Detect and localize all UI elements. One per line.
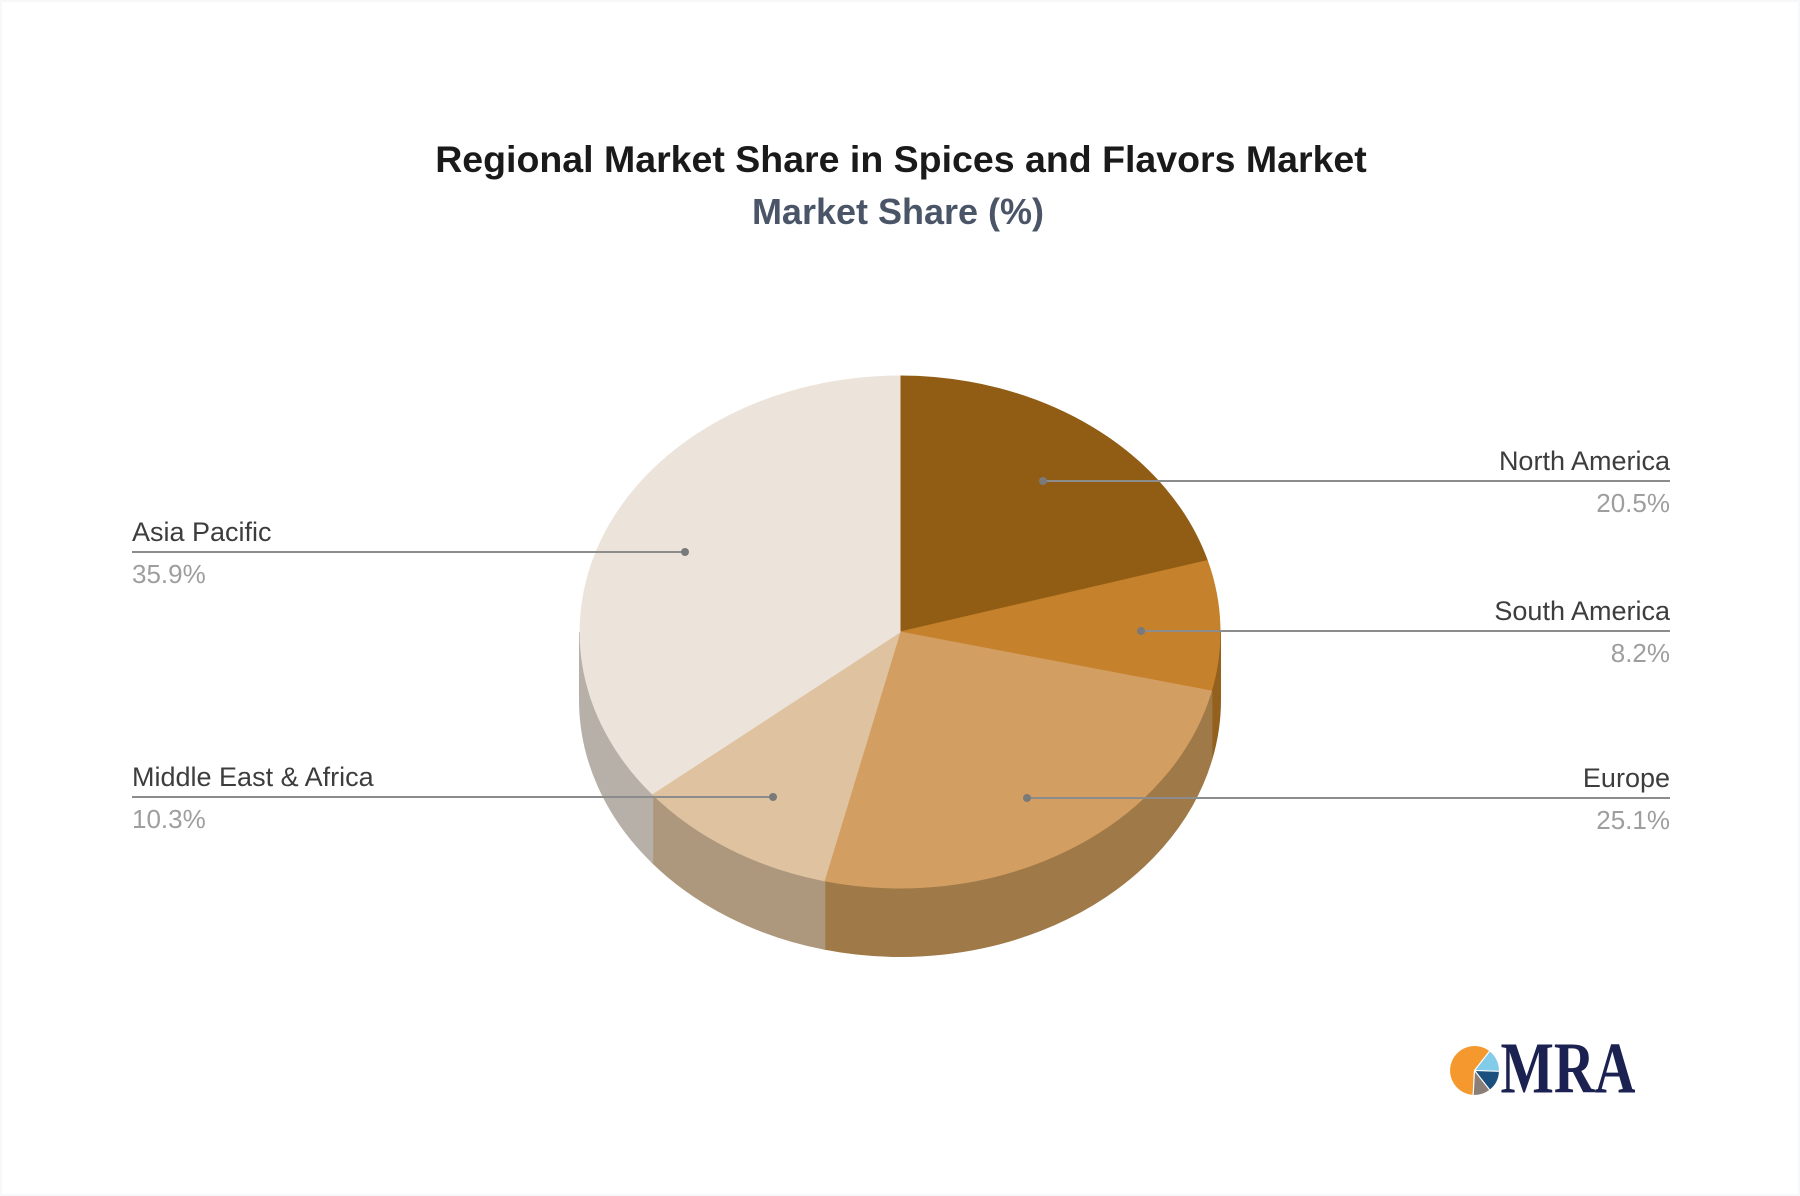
svg-text:8.2%: 8.2% <box>1611 638 1670 668</box>
svg-text:10.3%: 10.3% <box>132 804 206 834</box>
svg-text:35.9%: 35.9% <box>132 559 206 589</box>
svg-text:MRA: MRA <box>1501 1028 1636 1109</box>
svg-text:20.5%: 20.5% <box>1596 488 1670 518</box>
svg-text:Asia Pacific: Asia Pacific <box>132 517 272 547</box>
svg-text:North America: North America <box>1499 446 1671 476</box>
svg-text:Europe: Europe <box>1583 763 1670 793</box>
svg-text:South America: South America <box>1494 596 1671 626</box>
svg-text:Market Share (%): Market Share (%) <box>752 191 1044 232</box>
svg-text:Regional Market Share in Spice: Regional Market Share in Spices and Flav… <box>435 138 1367 180</box>
svg-text:Middle East & Africa: Middle East & Africa <box>132 762 375 792</box>
svg-text:25.1%: 25.1% <box>1596 805 1670 835</box>
